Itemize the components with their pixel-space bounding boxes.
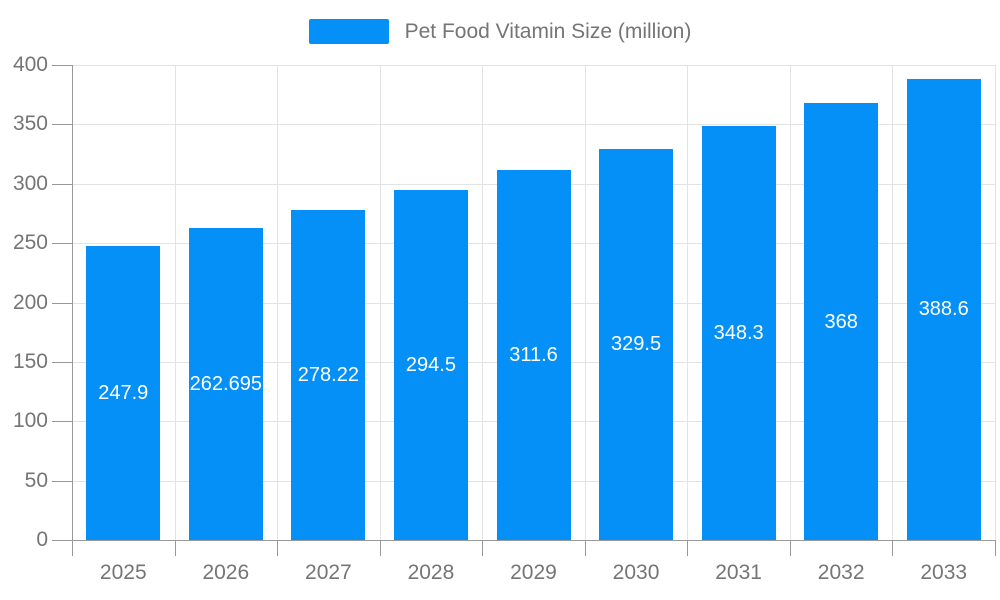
x-gridline bbox=[482, 65, 484, 540]
legend-item[interactable]: Pet Food Vitamin Size (million) bbox=[0, 19, 1000, 44]
x-axis-tick-label: 2025 bbox=[99, 561, 147, 584]
bar[interactable] bbox=[906, 78, 981, 540]
bar[interactable] bbox=[599, 148, 674, 540]
x-gridline bbox=[789, 65, 791, 540]
y-gridline bbox=[72, 65, 995, 66]
y-axis-tick-label: 200 bbox=[12, 290, 48, 314]
bar[interactable] bbox=[393, 190, 468, 540]
y-axis-tick-label: 250 bbox=[12, 231, 48, 255]
x-gridline bbox=[277, 65, 279, 540]
x-axis-tick bbox=[174, 540, 176, 556]
y-axis-tick-label: 100 bbox=[12, 409, 48, 433]
x-gridline bbox=[379, 65, 381, 540]
x-axis-tick-label: 2033 bbox=[920, 561, 968, 584]
y-gridline bbox=[72, 124, 995, 126]
bar-value-label: 388.6 bbox=[918, 298, 969, 321]
bar-value-label: 278.22 bbox=[297, 363, 359, 386]
bar[interactable] bbox=[496, 169, 571, 540]
bar[interactable] bbox=[291, 209, 366, 540]
x-axis-tick-label: 2031 bbox=[715, 561, 762, 584]
x-axis-tick bbox=[379, 540, 381, 556]
y-axis-tick bbox=[52, 65, 72, 66]
x-axis-line bbox=[72, 540, 995, 541]
x-gridline bbox=[687, 65, 689, 540]
y-axis-tick bbox=[52, 124, 72, 126]
bar-value-label: 348.3 bbox=[713, 322, 764, 345]
y-axis-tick bbox=[52, 302, 72, 304]
x-axis-tick-label: 2029 bbox=[510, 561, 557, 584]
y-axis-tick-label: 300 bbox=[12, 171, 48, 195]
x-gridline bbox=[892, 65, 894, 540]
x-gridline bbox=[174, 65, 176, 540]
bar[interactable] bbox=[188, 228, 263, 540]
x-gridline bbox=[584, 65, 586, 540]
y-axis-tick-label: 400 bbox=[12, 53, 48, 76]
x-axis-tick bbox=[277, 540, 279, 556]
x-axis-tick-label: 2028 bbox=[407, 561, 455, 584]
x-axis-tick-label: 2026 bbox=[202, 561, 250, 584]
bar-value-label: 329.5 bbox=[611, 333, 662, 356]
x-axis-tick-label: 2032 bbox=[817, 561, 865, 584]
x-axis-tick-label: 2030 bbox=[612, 561, 660, 584]
bar-value-label: 311.6 bbox=[509, 343, 558, 366]
legend-label: Pet Food Vitamin Size (million) bbox=[404, 20, 692, 43]
x-axis-tick-label: 2027 bbox=[305, 561, 352, 584]
y-axis-tick-label: 150 bbox=[12, 349, 48, 373]
x-axis-tick bbox=[892, 540, 894, 556]
y-axis-tick bbox=[52, 243, 72, 245]
legend-swatch bbox=[308, 19, 389, 44]
x-axis-tick bbox=[72, 540, 73, 556]
bar[interactable] bbox=[701, 126, 776, 540]
bar-value-label: 247.9 bbox=[98, 381, 149, 404]
y-axis-tick-label: 0 bbox=[36, 528, 48, 551]
bar-value-label: 294.5 bbox=[405, 354, 456, 377]
y-axis-tick bbox=[52, 421, 72, 423]
y-axis-tick bbox=[52, 540, 72, 541]
x-gridline bbox=[995, 65, 996, 540]
bar[interactable] bbox=[804, 103, 879, 540]
y-axis-line bbox=[72, 65, 73, 540]
bar[interactable] bbox=[86, 245, 161, 540]
x-axis-tick bbox=[482, 540, 484, 556]
bar-value-label: 368 bbox=[824, 310, 858, 333]
bar-value-label: 262.695 bbox=[189, 373, 262, 396]
y-axis-tick bbox=[52, 183, 72, 185]
x-axis-tick bbox=[687, 540, 689, 556]
x-axis-tick bbox=[995, 540, 996, 556]
y-axis-tick bbox=[52, 361, 72, 363]
x-axis-tick bbox=[789, 540, 791, 556]
y-axis-tick-label: 50 bbox=[24, 468, 48, 492]
x-axis-tick bbox=[584, 540, 586, 556]
y-axis-tick-label: 350 bbox=[12, 112, 48, 136]
y-axis-tick bbox=[52, 480, 72, 482]
